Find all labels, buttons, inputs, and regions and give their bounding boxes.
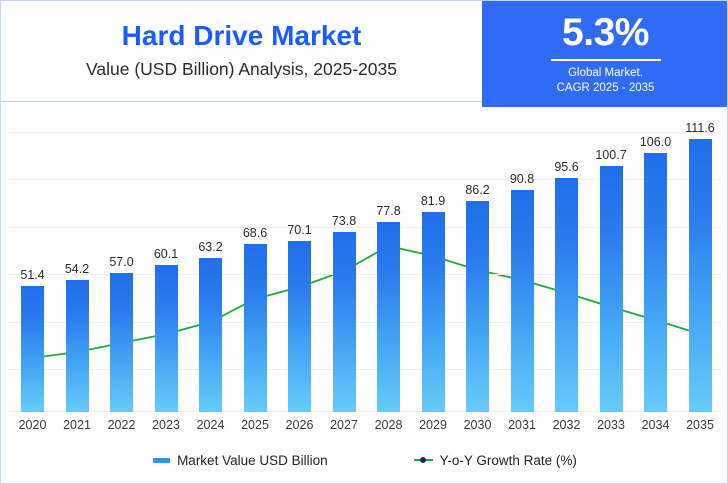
- bar-value-label: 86.2: [465, 183, 490, 198]
- gridline: [9, 322, 721, 323]
- x-axis-tick-label: 2032: [552, 418, 581, 432]
- bar[interactable]: [421, 211, 445, 412]
- header: Hard Drive Market Value (USD Billion) An…: [1, 1, 727, 107]
- bar-value-label: 90.8: [509, 172, 535, 187]
- x-axis: 2020 2021 2022 2023 2024 2025 2026 2027 2028 2029…: [9, 418, 721, 438]
- chart: 51.4 54.2 57.0 60.1 63.2 68.6 70.1 73.8 77.8 81.9…: [1, 107, 727, 483]
- bar-value-label: 68.6: [242, 226, 268, 241]
- bar[interactable]: [466, 201, 489, 412]
- bar-value-label: 111.6: [685, 121, 715, 136]
- gridline: [9, 179, 721, 180]
- cagr-caption-line1: Global Market.: [568, 66, 643, 79]
- bar-value-label: 60.1: [153, 247, 179, 262]
- header-title-block: Hard Drive Market Value (USD Billion) An…: [1, 1, 482, 102]
- bar[interactable]: [110, 272, 133, 412]
- legend-item-growth-rate[interactable]: Y-o-Y Growth Rate (%): [413, 452, 577, 468]
- bar[interactable]: [199, 257, 222, 412]
- bar-value-label: 63.2: [198, 239, 223, 254]
- bar[interactable]: [599, 165, 623, 412]
- gridline: [9, 369, 721, 370]
- bar[interactable]: [65, 279, 89, 412]
- x-axis-tick-label: 2029: [419, 418, 447, 432]
- bar[interactable]: [555, 178, 578, 412]
- bar[interactable]: [243, 244, 267, 412]
- bar-value-label: 106.0: [639, 134, 672, 149]
- x-axis-tick-label: 2022: [107, 418, 136, 432]
- bar[interactable]: [377, 221, 400, 412]
- cagr-caption-line2: CAGR 2025 - 2035: [556, 82, 655, 95]
- legend-label: Market Value USD Billion: [177, 452, 328, 468]
- bar[interactable]: [154, 265, 178, 412]
- line-swatch-icon: [413, 456, 433, 464]
- x-axis-tick-label: 2024: [196, 418, 225, 432]
- x-axis-tick-label: 2026: [285, 418, 314, 432]
- bar-value-label: 54.2: [64, 261, 90, 276]
- bar[interactable]: [332, 231, 356, 412]
- bar[interactable]: [21, 286, 44, 412]
- legend-item-market-value[interactable]: Market Value USD Billion: [153, 453, 328, 468]
- x-axis-tick-label: 2030: [463, 418, 492, 432]
- bar-value-label: 81.9: [420, 193, 446, 208]
- bar-swatch-icon: [153, 457, 171, 463]
- bar-value-label: 70.1: [287, 222, 312, 237]
- x-axis-tick-label: 2021: [63, 418, 91, 432]
- bar[interactable]: [644, 152, 667, 412]
- bar-value-label: 51.4: [20, 268, 45, 283]
- gridline: [9, 411, 721, 412]
- x-axis-tick-label: 2035: [686, 418, 714, 432]
- gridline: [9, 274, 721, 275]
- bar-value-label: 100.7: [595, 147, 627, 162]
- x-axis-tick-label: 2023: [152, 418, 180, 432]
- cagr-value: 5.3%: [562, 11, 649, 55]
- legend-label: Y-o-Y Growth Rate (%): [439, 452, 577, 468]
- page-title: Hard Drive Market: [121, 19, 362, 51]
- x-axis-tick-label: 2033: [597, 418, 625, 432]
- page-subtitle: Value (USD Billion) Analysis, 2025-2035: [86, 58, 397, 79]
- chart-legend: Market Value USD Billion Y-o-Y Growth Ra…: [1, 447, 727, 473]
- bar[interactable]: [688, 139, 712, 412]
- x-axis-tick-label: 2020: [18, 418, 47, 432]
- x-axis-tick-label: 2027: [330, 418, 358, 432]
- bar[interactable]: [288, 240, 311, 412]
- bar-value-label: 57.0: [109, 254, 134, 269]
- cagr-divider: [550, 59, 661, 61]
- cagr-panel: 5.3% Global Market. CAGR 2025 - 2035: [482, 1, 727, 107]
- x-axis-tick-label: 2034: [641, 418, 670, 432]
- gridline: [9, 227, 721, 228]
- gridline: [9, 132, 721, 133]
- plot-area: 51.4 54.2 57.0 60.1 63.2 68.6 70.1 73.8 77.8 81.9…: [9, 115, 721, 412]
- x-axis-tick-label: 2031: [508, 418, 536, 432]
- x-axis-tick-label: 2028: [374, 418, 403, 432]
- bar-value-label: 77.8: [376, 203, 401, 218]
- bar[interactable]: [510, 190, 534, 412]
- bar-value-label: 95.6: [554, 160, 579, 175]
- bar-value-label: 73.8: [331, 213, 357, 228]
- cagr-caption: Global Market. CAGR 2025 - 2035: [557, 66, 655, 97]
- x-axis-tick-label: 2025: [241, 418, 269, 432]
